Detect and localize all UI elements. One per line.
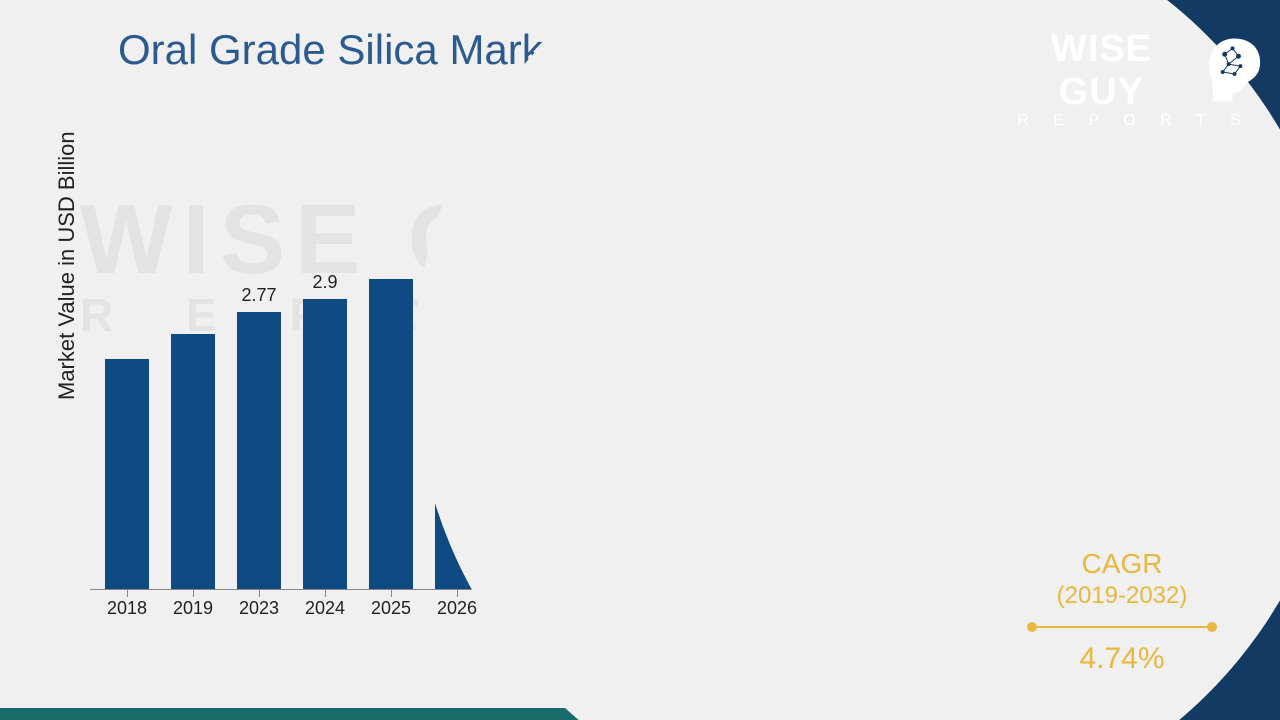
x-tick-label: 2024 bbox=[305, 598, 345, 619]
x-tick-label: 2019 bbox=[173, 598, 213, 619]
bar bbox=[369, 279, 413, 589]
bar bbox=[105, 359, 149, 589]
cagr-divider bbox=[1032, 626, 1212, 628]
tick-mark bbox=[325, 589, 326, 597]
logo-subtext: R E P O R T S bbox=[1004, 112, 1264, 130]
bar bbox=[171, 334, 215, 589]
logo-text: WISE GUY bbox=[1004, 28, 1199, 114]
head-icon bbox=[1205, 36, 1264, 106]
bar-value-label: 2.77 bbox=[241, 285, 276, 306]
tick-mark bbox=[127, 589, 128, 597]
cagr-value: 4.74% bbox=[964, 642, 1280, 676]
tick-mark bbox=[457, 589, 458, 597]
tick-mark bbox=[193, 589, 194, 597]
bar bbox=[303, 299, 347, 589]
tick-mark bbox=[259, 589, 260, 597]
cagr-block: CAGR (2019-2032) 4.74% bbox=[964, 548, 1280, 676]
y-axis-label: Market Value in USD Billion bbox=[54, 131, 80, 400]
page: WISE GUY R E P O R T S Oral Grade Silica… bbox=[0, 0, 1280, 720]
chart-title: Oral Grade Silica Market bbox=[118, 26, 578, 74]
tick-mark bbox=[391, 589, 392, 597]
x-tick-label: 2025 bbox=[371, 598, 411, 619]
x-tick-label: 2023 bbox=[239, 598, 279, 619]
right-panel: WISE GUY R E P O R T S CAGR (2019-2032) bbox=[964, 0, 1280, 720]
cagr-label: CAGR bbox=[964, 548, 1280, 580]
cagr-range: (2019-2032) bbox=[964, 582, 1280, 610]
bar bbox=[237, 312, 281, 589]
brand-logo: WISE GUY R E P O R T S bbox=[1004, 28, 1264, 130]
x-tick-label: 2018 bbox=[107, 598, 147, 619]
logo-main-row: WISE GUY bbox=[1004, 28, 1264, 114]
bar-value-label: 2.9 bbox=[312, 272, 337, 293]
x-tick-label: 2026 bbox=[437, 598, 477, 619]
